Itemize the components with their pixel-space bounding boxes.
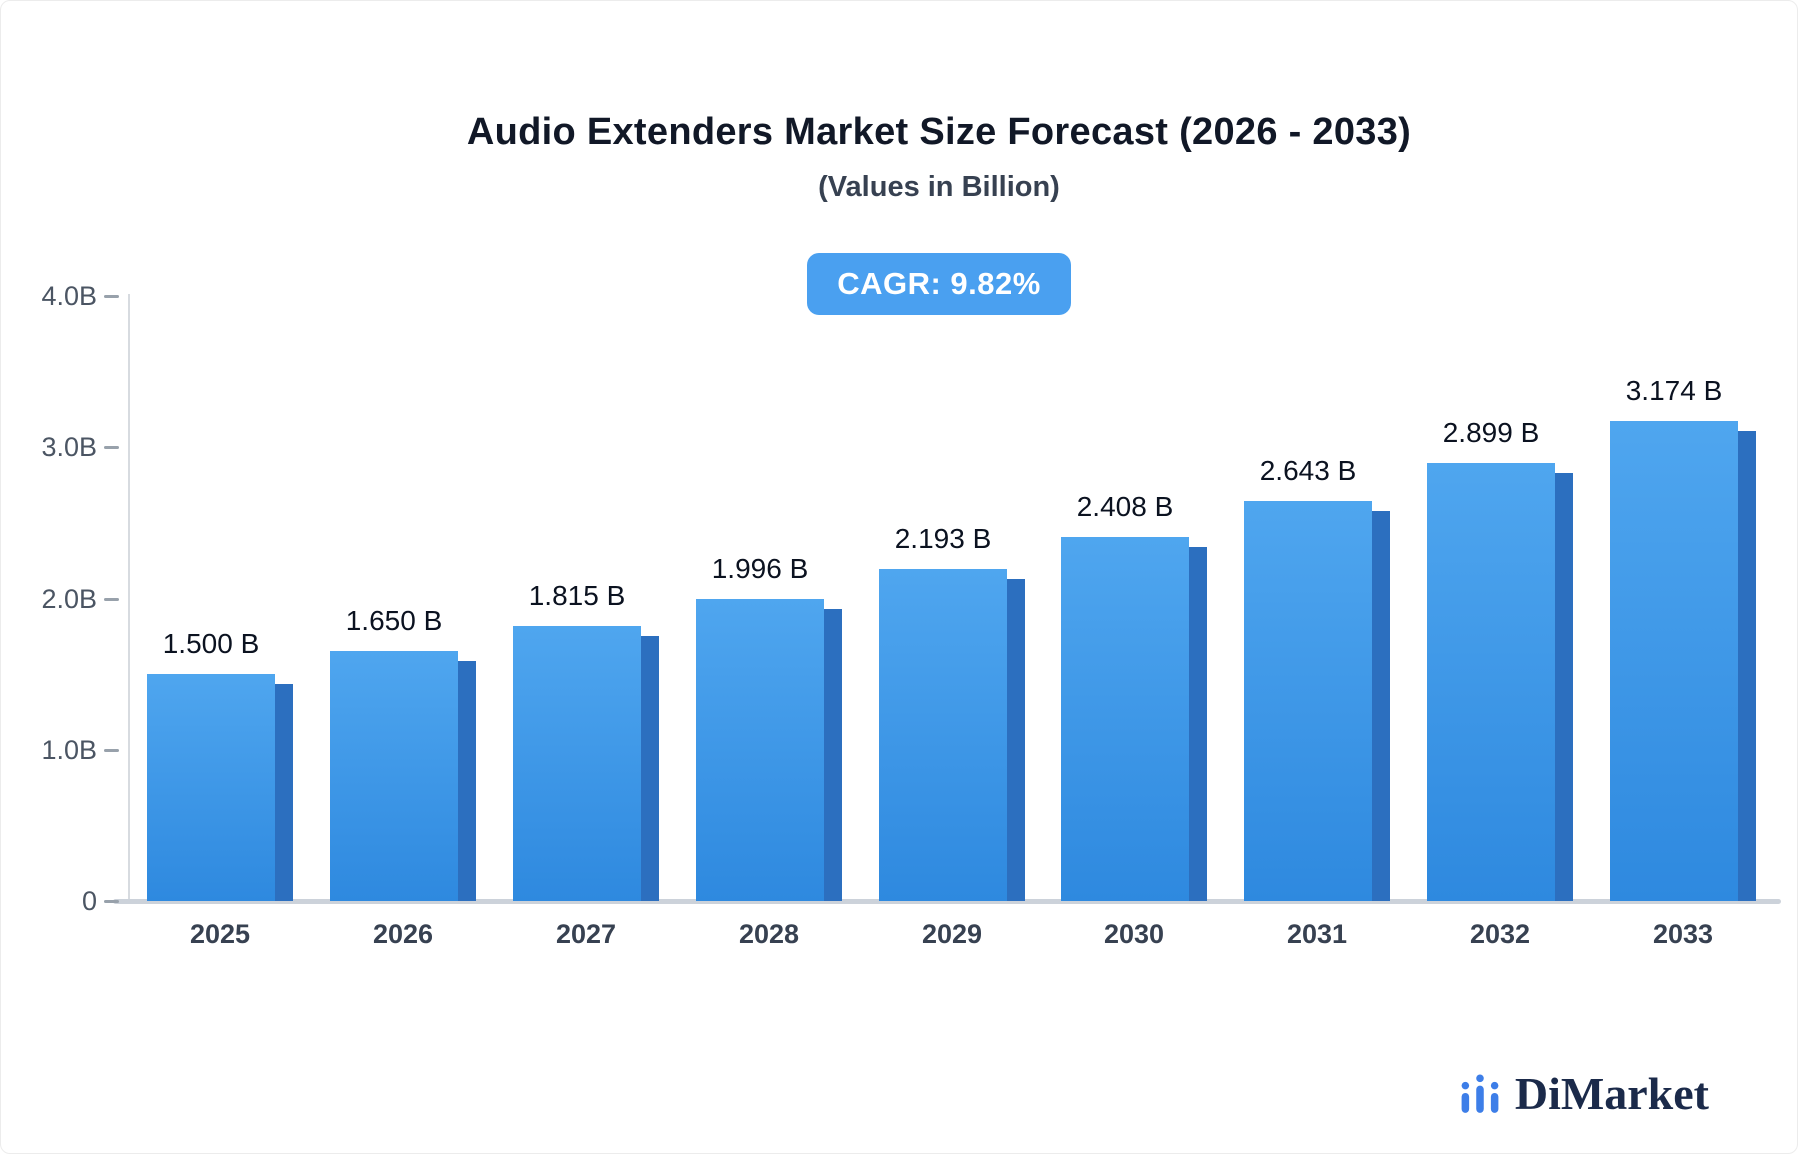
chart-subtitle: (Values in Billion) [818,171,1060,203]
bar-side [275,684,293,901]
value-label: 1.815 B [528,580,626,611]
bar [1061,537,1207,901]
y-tick-label: 3.0B [41,432,97,463]
bar [1610,421,1756,901]
bar-side [458,661,476,901]
bar-side [824,609,842,901]
bar-side [1738,431,1756,901]
value-label: 1.650 B [345,605,443,636]
bar-side [1189,547,1207,901]
x-axis-line [113,899,1781,904]
value-label: 2.899 B [1442,417,1540,448]
bar-side [641,636,659,901]
x-tick-label: 2026 [372,919,434,949]
bar [330,651,476,901]
badge-row: CAGR: 9.82% [81,253,1797,315]
x-tick-label: 2028 [738,919,800,949]
bar-side [1372,511,1390,901]
bar-face [696,599,824,901]
y-axis-line [128,294,130,902]
value-label: 1.500 B [162,628,260,659]
x-tick-label: 2032 [1469,919,1531,949]
y-tick-label: 4.0B [41,281,97,311]
x-tick-label: 2031 [1286,919,1348,949]
bar-face [330,651,458,901]
bar-chart-icon [1461,1074,1499,1113]
y-tick-mark [104,597,119,601]
y-tick-mark [104,748,119,752]
x-tick-label: 2033 [1652,919,1714,949]
bar-face [1061,537,1189,901]
chart-title: Audio Extenders Market Size Forecast (20… [466,111,1412,153]
bar [879,569,1025,901]
bar [513,626,659,901]
bar-face [1427,463,1555,901]
value-label: 2.408 B [1076,491,1174,522]
bar [147,674,293,901]
value-label: 2.643 B [1259,455,1357,486]
x-tick-label: 2027 [555,919,617,949]
bar [696,599,842,901]
logo-text: DiMarket [1514,1068,1709,1119]
value-label: 1.996 B [711,553,809,584]
bar-face [1244,501,1372,901]
bar [1244,501,1390,901]
bar-side [1555,473,1573,901]
cagr-badge: CAGR: 9.82% [807,253,1071,315]
x-tick-label: 2029 [921,919,983,949]
value-label: 3.174 B [1625,375,1723,406]
bar-face [1610,421,1738,901]
y-tick-label: 1.0B [41,734,97,765]
bar-face [513,626,641,901]
value-label: 2.193 B [894,523,992,554]
y-tick-label: 0 [81,886,97,916]
y-tick-label: 2.0B [41,583,97,614]
y-tick-mark [104,446,119,450]
y-tick-mark [104,295,119,298]
bar-face [147,674,275,901]
x-tick-label: 2025 [189,919,251,949]
bar [1427,463,1573,901]
bar-face [879,569,1007,901]
y-tick-mark [104,900,119,903]
x-tick-label: 2030 [1103,919,1165,949]
dimarket-logo: DiMarket [1457,1071,1709,1117]
bar-side [1007,579,1025,901]
